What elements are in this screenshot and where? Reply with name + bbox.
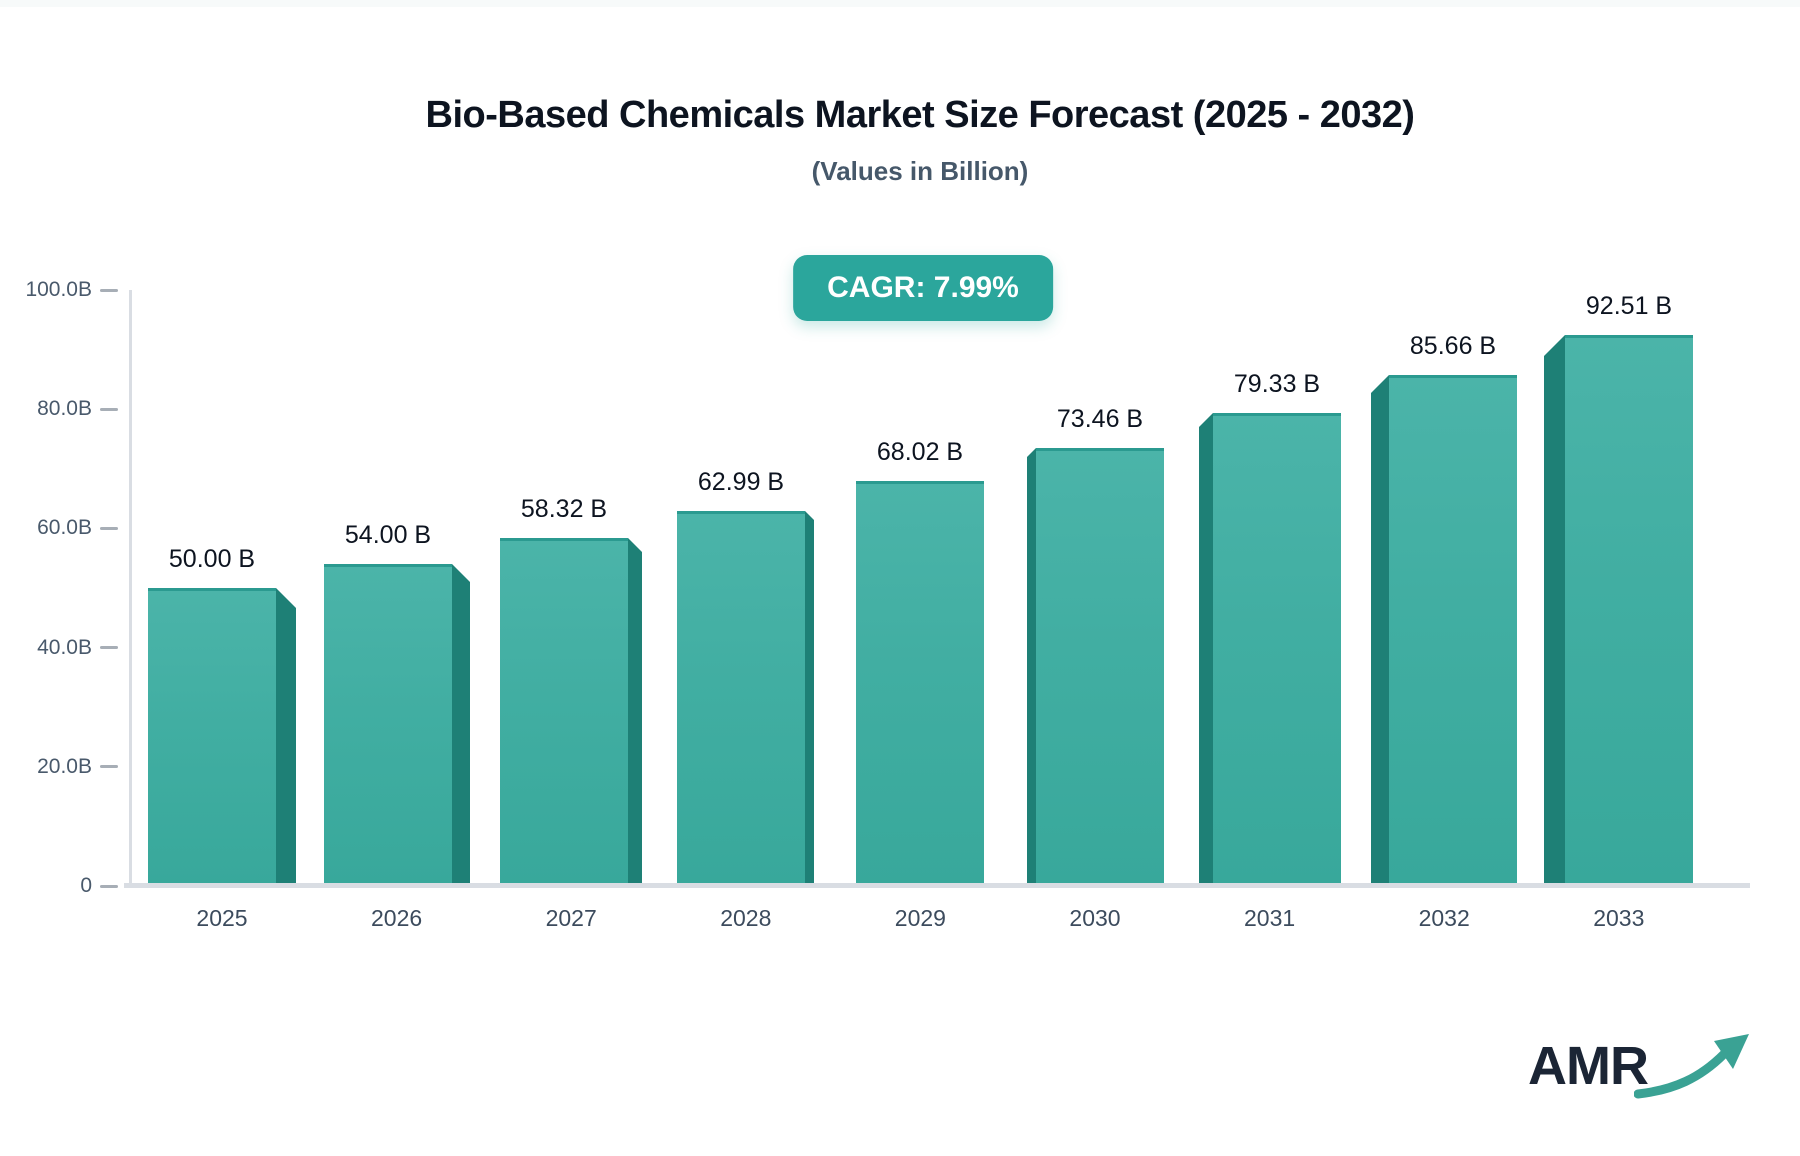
logo-text: AMR [1528,1036,1649,1096]
y-axis-tick [100,884,118,888]
bar-side-face [805,511,814,886]
bar-value-label: 79.33 B [1233,370,1321,398]
y-axis-tick [100,407,118,411]
bar-front-face [148,588,276,886]
bar-value-label: 92.51 B [1585,292,1673,320]
x-axis-label: 2028 [720,905,772,931]
top-border-band [0,0,1800,7]
x-axis-label: 2030 [1069,905,1121,931]
y-axis-line [129,290,132,888]
bar-front-face [500,538,628,886]
cagr-badge: CAGR: 7.99% [793,255,1053,321]
x-axis-line [124,883,1750,888]
y-axis-label: 0 [80,874,92,897]
y-axis-tick [100,765,118,769]
y-axis-label: 60.0B [37,516,92,540]
bar-front-face [1389,375,1517,886]
chart-title: Bio-Based Chemicals Market Size Forecast… [425,94,1415,136]
bar-side-face [1544,335,1565,886]
y-axis-label: 20.0B [37,754,92,778]
bar-front-face [1036,448,1164,886]
bar-front-face [1565,335,1693,886]
x-axis-label: 2031 [1244,905,1296,931]
bar-side-face [628,538,642,886]
y-axis-tick [100,526,118,530]
chart-subtitle: (Values in Billion) [811,156,1029,186]
bar-front-face [324,564,452,886]
trending-up-arrow-icon [1633,1034,1749,1099]
x-axis-label: 2029 [894,905,946,931]
x-axis-label: 2032 [1418,905,1470,931]
bar-value-label: 54.00 B [344,521,432,549]
bar-value-label: 68.02 B [876,438,964,466]
bar-side-face [1027,448,1036,886]
bar-side-face [452,564,470,886]
y-axis-label: 40.0B [37,635,92,659]
bar-side-face [1371,375,1389,886]
bar-front-face [856,481,984,886]
y-axis-label: 100.0B [25,278,92,301]
amr-logo: AMR [1528,1034,1752,1100]
x-axis-label: 2027 [545,905,597,931]
bar-front-face [1213,413,1341,886]
x-axis-label: 2033 [1593,905,1645,931]
bar-value-label: 58.32 B [520,495,608,523]
bar-front-face [677,511,805,886]
chart-header: Bio-Based Chemicals Market Size Forecast… [45,92,1795,186]
bar-value-label: 50.00 B [168,545,256,573]
bar-value-label: 85.66 B [1409,332,1497,360]
bar-side-face [276,588,296,886]
x-axis-label: 2026 [371,905,423,931]
y-axis-label: 80.0B [37,397,92,421]
bar-side-face [1199,413,1213,886]
y-axis-tick [100,646,118,650]
bar-value-label: 62.99 B [697,468,785,496]
y-axis-tick [100,288,118,292]
bar-value-label: 73.46 B [1056,405,1144,433]
x-axis-label: 2025 [196,905,248,931]
